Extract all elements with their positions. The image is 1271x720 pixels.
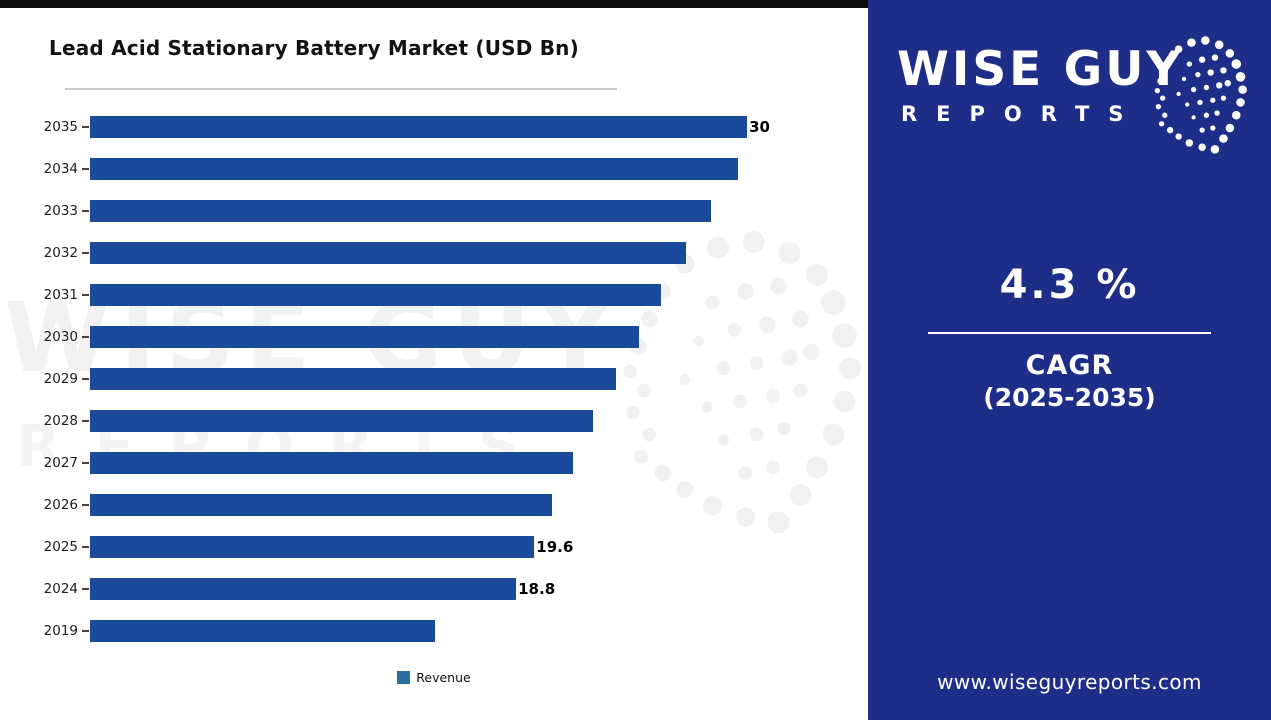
bar-track: 19.6	[90, 536, 770, 558]
sidebar: WISE GUY REPORTS 4.3 % CAGR (2025-2035) …	[868, 0, 1271, 720]
bar-row: 2025 19.6	[36, 526, 868, 568]
axis-tick	[82, 126, 89, 128]
bar-row: 2035 30	[36, 106, 868, 148]
bar-track	[90, 494, 770, 516]
axis-tick	[82, 210, 89, 212]
year-label: 2030	[43, 329, 78, 345]
bar-rows: 2035 30 2034 2033 2032 2031 2030 2029 2028 2027 20…	[0, 106, 868, 652]
bar-track	[90, 368, 770, 390]
website-url: www.wiseguyreports.com	[937, 670, 1202, 694]
revenue-bar	[90, 620, 435, 642]
chart-title: Lead Acid Stationary Battery Market (USD…	[49, 36, 579, 60]
bar-value-label: 18.8	[518, 580, 556, 598]
axis-tick	[82, 504, 89, 506]
bar-row: 2034	[36, 148, 868, 190]
bar-row: 2026	[36, 484, 868, 526]
revenue-bar	[90, 368, 616, 390]
axis-tick	[82, 252, 89, 254]
bar-value-label: 19.6	[536, 538, 574, 556]
legend-swatch	[397, 671, 411, 684]
logo-text-wise-guy: WISE GUY	[897, 42, 1184, 97]
revenue-bar	[90, 326, 639, 348]
year-label: 2028	[43, 413, 78, 429]
cagr-divider	[928, 332, 1211, 334]
bar-track	[90, 410, 770, 432]
year-label: 2025	[43, 539, 78, 555]
bar-track	[90, 326, 770, 348]
axis-tick	[82, 378, 89, 380]
cagr-value: 4.3 %	[999, 262, 1140, 308]
axis-tick	[82, 336, 89, 338]
revenue-bar	[90, 158, 739, 180]
bar-value-label: 30	[749, 118, 770, 136]
top-black-strip	[0, 0, 868, 8]
year-label: 2032	[43, 245, 78, 261]
bar-row: 2019	[36, 610, 868, 652]
bar-track: 18.8	[90, 578, 770, 600]
year-label: 2035	[43, 119, 78, 135]
revenue-bar	[90, 242, 687, 264]
bar-row: 2030	[36, 316, 868, 358]
axis-tick	[82, 630, 89, 632]
bar-track	[90, 158, 770, 180]
revenue-bar	[90, 200, 712, 222]
year-label: 2034	[43, 161, 78, 177]
revenue-bar	[90, 284, 662, 306]
year-label: 2031	[43, 287, 78, 303]
axis-tick	[82, 462, 89, 464]
year-label: 2027	[43, 455, 78, 471]
axis-tick	[82, 294, 89, 296]
year-label: 2019	[43, 623, 78, 639]
bar-track	[90, 620, 770, 642]
year-label: 2026	[43, 497, 78, 513]
revenue-bar	[90, 116, 748, 138]
bar-row: 2033	[36, 190, 868, 232]
cagr-label: CAGR	[1025, 350, 1114, 381]
revenue-bar	[90, 536, 535, 558]
bar-track: 30	[90, 116, 770, 138]
axis-tick	[82, 420, 89, 422]
bar-track	[90, 242, 770, 264]
chart-section: WISE GUY REPORTS Lead Acid Stationary Ba…	[0, 0, 868, 685]
revenue-bar	[90, 578, 517, 600]
logo-text-reports: REPORTS	[901, 102, 1143, 126]
year-label: 2024	[43, 581, 78, 597]
bar-track	[90, 452, 770, 474]
axis-tick	[82, 588, 89, 590]
logo-head-dots-icon	[1154, 36, 1247, 154]
revenue-bar	[90, 410, 594, 432]
year-label: 2033	[43, 203, 78, 219]
bar-row: 2032	[36, 232, 868, 274]
bar-track	[90, 200, 770, 222]
legend-label: Revenue	[416, 670, 471, 685]
chart-legend: Revenue	[0, 670, 868, 685]
axis-tick	[82, 168, 89, 170]
bar-track	[90, 284, 770, 306]
title-divider	[65, 88, 617, 90]
bar-row: 2031	[36, 274, 868, 316]
year-label: 2029	[43, 371, 78, 387]
axis-tick	[82, 546, 89, 548]
bar-row: 2029	[36, 358, 868, 400]
cagr-period: (2025-2035)	[983, 383, 1156, 412]
brand-logo: WISE GUY REPORTS	[897, 36, 1247, 166]
bar-row: 2028	[36, 400, 868, 442]
revenue-bar	[90, 452, 573, 474]
bar-row: 2024 18.8	[36, 568, 868, 610]
revenue-bar	[90, 494, 553, 516]
bar-row: 2027	[36, 442, 868, 484]
